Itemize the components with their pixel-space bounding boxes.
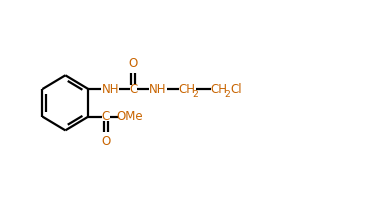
Text: 2: 2 — [224, 90, 230, 99]
Text: CH: CH — [210, 83, 227, 96]
Text: C: C — [129, 83, 137, 96]
Text: 2: 2 — [192, 90, 198, 99]
Text: Cl: Cl — [230, 83, 242, 96]
Text: O: O — [101, 135, 111, 148]
Text: C: C — [102, 110, 110, 123]
Text: NH: NH — [102, 83, 119, 96]
Text: O: O — [129, 57, 138, 70]
Text: NH: NH — [149, 83, 167, 96]
Text: CH: CH — [178, 83, 196, 96]
Text: OMe: OMe — [117, 110, 143, 123]
